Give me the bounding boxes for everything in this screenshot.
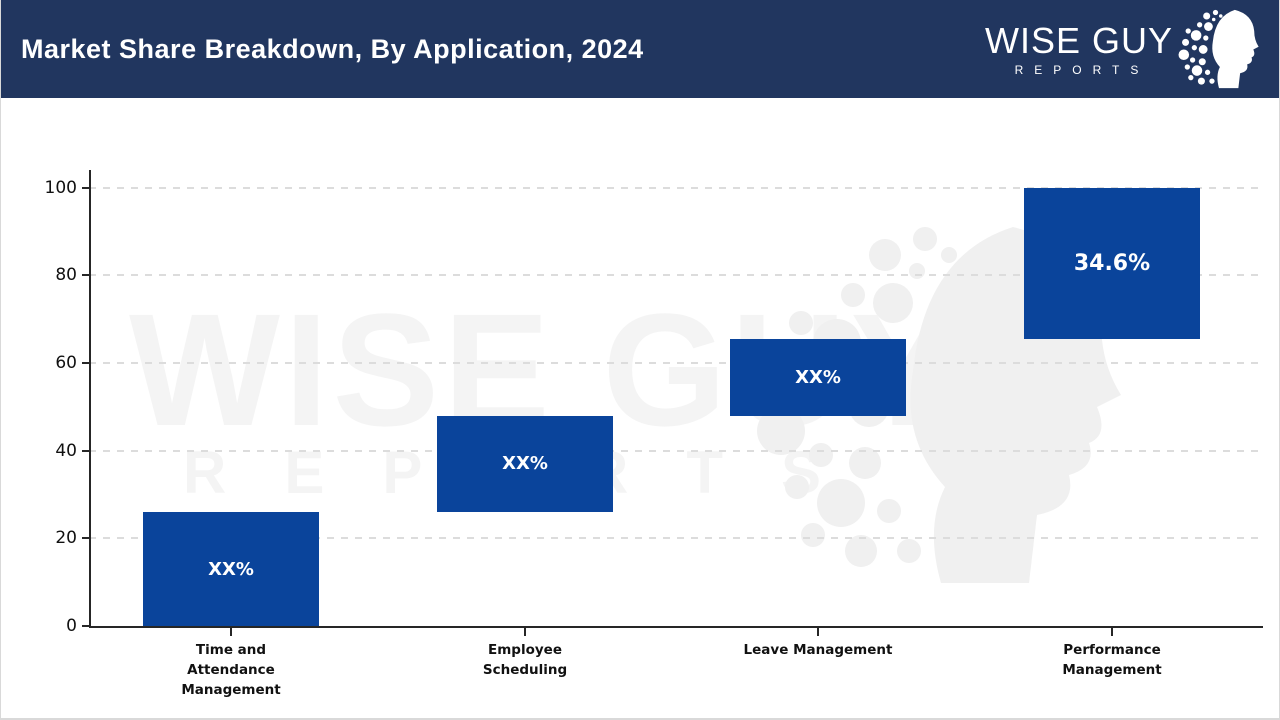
y-gridline [89,449,1263,452]
brand-wordmark: WISE GUY REPORTS [984,19,1173,77]
x-axis-tick [230,628,232,636]
bar-value-label: 34.6% [1073,250,1151,276]
y-gridline [89,274,1263,277]
x-axis-tick [817,628,819,636]
y-axis-tick [82,625,89,627]
x-axis-tick [1111,628,1113,636]
y-axis-tick [82,186,89,189]
chart-title: Market Share Breakdown, By Application, … [21,33,644,64]
y-gridline [89,361,1263,364]
y-axis-tick-label: 0 [66,616,77,636]
bar: XX% [730,339,906,416]
y-axis-tick-label: 80 [55,265,77,286]
y-gridline [89,186,1263,189]
y-axis-tick-label: 40 [55,440,77,461]
y-axis-tick [82,449,89,452]
x-axis-line [89,626,1263,628]
bar-value-label: XX% [502,453,548,475]
brand-logo: WISE GUY REPORTS [985,7,1263,91]
y-axis-tick [82,274,89,277]
y-axis-tick [82,537,89,540]
y-axis-tick-label: 100 [44,177,77,198]
x-axis-category-label: Time and Attendance Management [181,642,281,698]
bar: 34.6% [1024,187,1200,340]
x-axis-tick [524,628,526,636]
y-axis-tick [82,361,89,364]
brand-name-text: WISE GUY [984,19,1173,61]
dotted-head-profile-icon [1178,9,1259,89]
bar-value-label: XX% [795,366,841,388]
bar: XX% [143,512,319,626]
brand-reports-text: REPORTS [1014,62,1150,77]
header-bar: Market Share Breakdown, By Application, … [1,0,1279,98]
x-axis-category-label: Performance Management [1062,642,1162,678]
y-axis-tick-label: 20 [55,528,77,549]
y-gridline [89,537,1263,540]
bar-value-label: XX% [208,558,254,580]
bar: XX% [437,415,613,512]
x-axis-category-label: Employee Scheduling [482,642,568,678]
y-axis-tick-label: 60 [55,352,77,373]
y-axis-line [89,170,91,628]
x-axis-category-label: Leave Management [743,642,893,658]
